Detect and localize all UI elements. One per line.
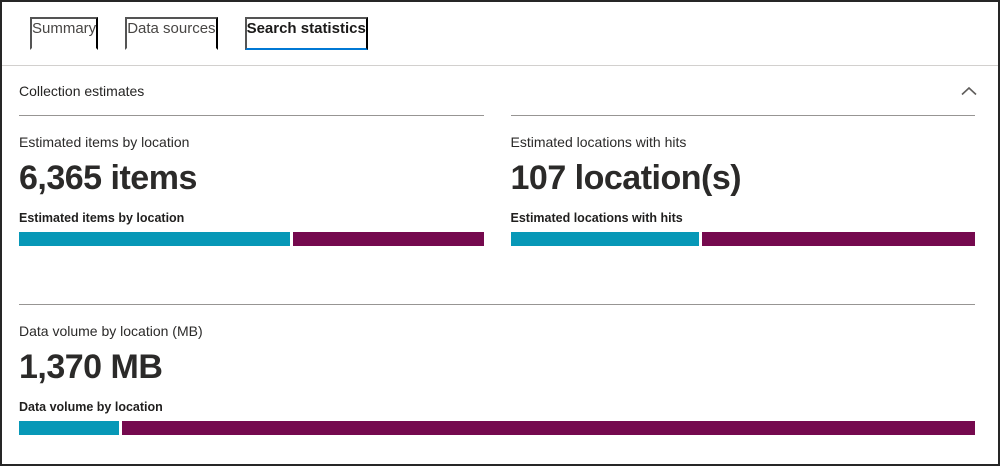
data-volume-row: Data volume by location (MB) 1,370 MB Da…	[19, 304, 975, 435]
tab-bar-divider	[2, 65, 998, 66]
bar-segment-magenta	[293, 232, 484, 246]
bar-segment-gap	[290, 232, 294, 246]
bar-chart-label: Data volume by location	[19, 400, 163, 414]
collection-estimates-body: Estimated items by location 6,365 items …	[19, 115, 975, 246]
bar-segment-gap	[699, 232, 703, 246]
tab-bar: Summary Data sources Search statistics	[2, 2, 998, 50]
tab-search-statistics[interactable]: Search statistics	[244, 17, 368, 50]
tab-summary[interactable]: Summary	[30, 17, 99, 50]
stacked-bar-estimated-items	[19, 232, 484, 246]
stat-card-estimated-locations: Estimated locations with hits 107 locati…	[510, 115, 975, 246]
stat-card-estimated-items: Estimated items by location 6,365 items …	[19, 115, 484, 246]
chevron-up-icon	[960, 85, 978, 97]
tab-data-sources[interactable]: Data sources	[125, 17, 218, 50]
bar-segment-gap	[119, 421, 123, 435]
stacked-bar-data-volume	[19, 421, 975, 435]
bar-segment-magenta	[122, 421, 975, 435]
bar-segment-teal	[19, 232, 291, 246]
stat-title: Estimated locations with hits	[510, 134, 687, 150]
stat-value: 6,365 items	[19, 159, 197, 197]
stat-title: Estimated items by location	[19, 134, 190, 150]
bar-segment-teal	[19, 421, 120, 435]
bar-segment-magenta	[702, 232, 975, 246]
stat-title: Data volume by location (MB)	[19, 323, 203, 339]
stat-value: 1,370 MB	[19, 348, 163, 386]
section-title: Collection estimates	[19, 82, 145, 99]
bar-segment-teal	[510, 232, 700, 246]
stat-card-data-volume: Data volume by location (MB) 1,370 MB Da…	[19, 304, 975, 435]
collapse-section-button[interactable]	[958, 83, 980, 99]
bar-chart-label: Estimated locations with hits	[510, 211, 683, 225]
bar-chart-label: Estimated items by location	[19, 211, 185, 225]
stacked-bar-estimated-locations	[510, 232, 975, 246]
collection-estimates-header: Collection estimates	[2, 66, 998, 115]
stat-value: 107 location(s)	[510, 159, 742, 197]
